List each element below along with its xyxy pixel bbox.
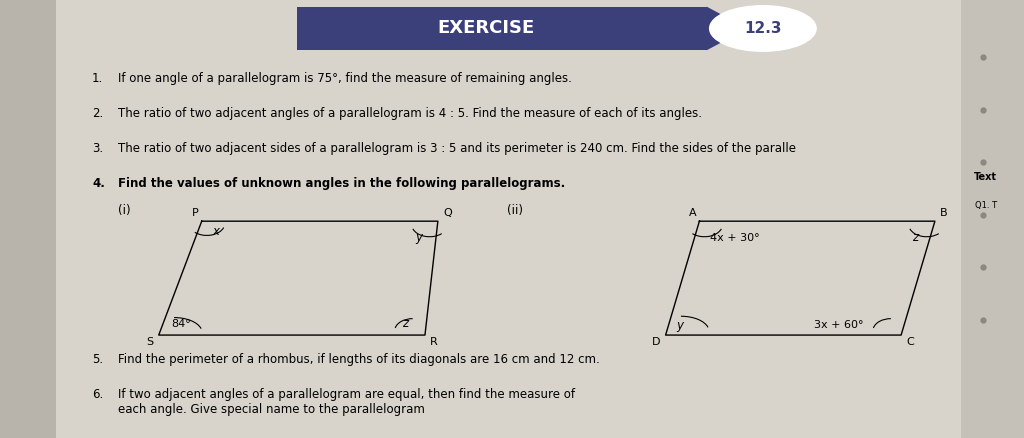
Polygon shape: [266, 7, 297, 50]
Text: 6.: 6.: [92, 388, 103, 401]
Text: Q: Q: [443, 208, 452, 218]
Text: P: P: [191, 208, 199, 218]
Text: 3x + 60°: 3x + 60°: [814, 321, 863, 331]
Text: 5.: 5.: [92, 353, 103, 366]
Text: Text: Text: [974, 173, 996, 182]
Text: If one angle of a parallelogram is 75°, find the measure of remaining angles.: If one angle of a parallelogram is 75°, …: [118, 72, 571, 85]
Text: Find the values of unknown angles in the following parallelograms.: Find the values of unknown angles in the…: [118, 177, 565, 191]
Text: B: B: [940, 208, 947, 218]
Text: The ratio of two adjacent sides of a parallelogram is 3 : 5 and its perimeter is: The ratio of two adjacent sides of a par…: [118, 142, 796, 155]
Text: EXERCISE: EXERCISE: [438, 19, 535, 38]
FancyBboxPatch shape: [297, 7, 707, 50]
Text: z: z: [402, 317, 409, 330]
Text: x: x: [212, 225, 219, 238]
Text: The ratio of two adjacent angles of a parallelogram is 4 : 5. Find the measure o: The ratio of two adjacent angles of a pa…: [118, 107, 701, 120]
Text: If two adjacent angles of a parallelogram are equal, then find the measure of
ea: If two adjacent angles of a parallelogra…: [118, 388, 574, 416]
Circle shape: [710, 6, 816, 51]
Text: (ii): (ii): [507, 204, 523, 217]
Text: Q1. T: Q1. T: [975, 201, 997, 210]
Text: Find the perimeter of a rhombus, if lengths of its diagonals are 16 cm and 12 cm: Find the perimeter of a rhombus, if leng…: [118, 353, 599, 366]
Text: y: y: [416, 231, 422, 244]
Text: 4x + 30°: 4x + 30°: [710, 233, 759, 243]
Text: (i): (i): [118, 204, 130, 217]
Bar: [0, 0, 56, 438]
Text: D: D: [652, 337, 660, 347]
Text: 1.: 1.: [92, 72, 103, 85]
Bar: [961, 0, 1024, 438]
Text: 4.: 4.: [92, 177, 105, 191]
Text: y: y: [676, 318, 683, 332]
Text: 3.: 3.: [92, 142, 103, 155]
Text: z: z: [912, 231, 919, 244]
Text: S: S: [146, 337, 154, 347]
Polygon shape: [707, 7, 748, 50]
Text: R: R: [430, 337, 438, 347]
Text: A: A: [689, 208, 696, 218]
Text: 12.3: 12.3: [744, 21, 781, 36]
Text: 84°: 84°: [171, 319, 190, 329]
Text: C: C: [906, 337, 914, 347]
Text: 2.: 2.: [92, 107, 103, 120]
